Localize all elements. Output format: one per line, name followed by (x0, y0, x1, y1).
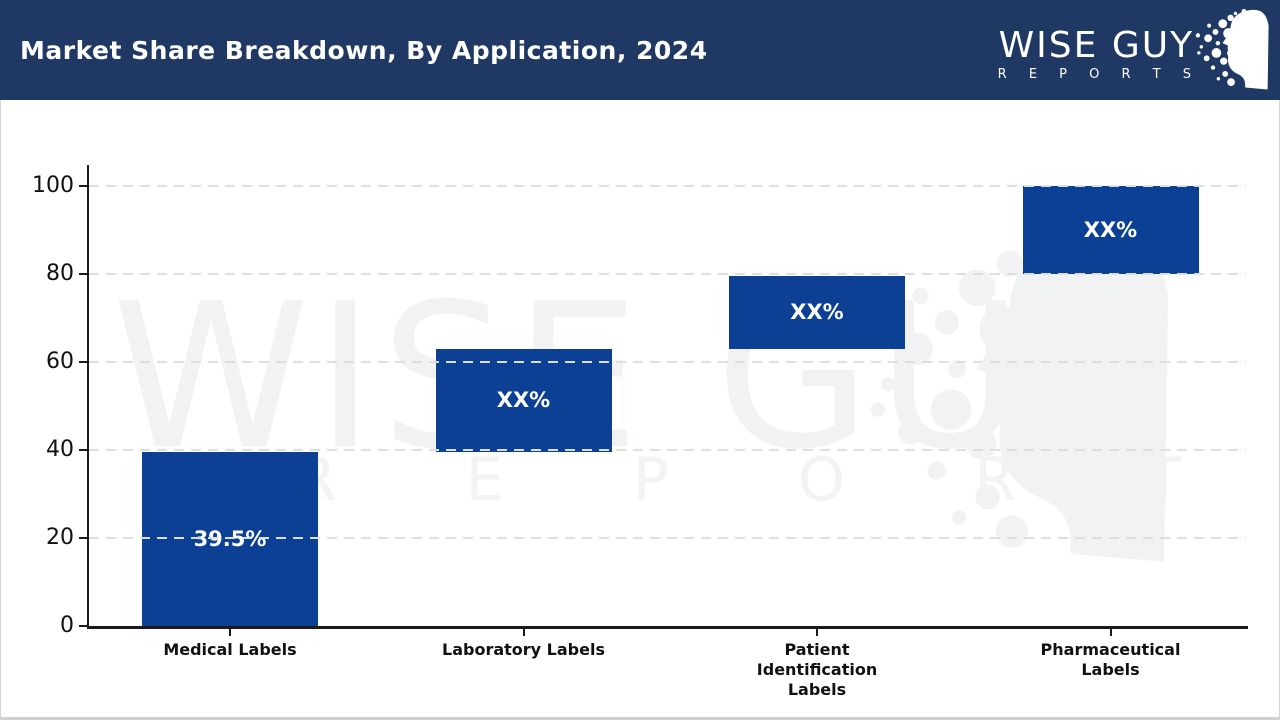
bar-value-label: XX% (790, 300, 844, 325)
bar-value-label: XX% (496, 388, 551, 413)
x-category-label: Medical Labels (163, 640, 297, 659)
brand-name: WISE GUY (998, 25, 1195, 67)
y-axis-tick (79, 449, 87, 451)
brand-logo: WISE GUY R E P O R T S (993, 4, 1272, 96)
y-axis-tick (79, 625, 87, 627)
bar-laboratory-labels: XX% (435, 348, 612, 453)
y-tick-label: 100 (32, 173, 74, 198)
x-axis-tick (522, 629, 525, 636)
brand-logo-text: WISE GUY R E P O R T S (993, 26, 1200, 82)
gridline (89, 185, 1246, 187)
x-category-label: Pharmaceutical Labels (1040, 640, 1181, 679)
x-axis-tick (229, 629, 231, 636)
x-axis-tick (816, 629, 818, 636)
page-title: Market Share Breakdown, By Application, … (20, 35, 708, 65)
y-tick-label: 40 (46, 437, 74, 462)
header-bar: Market Share Breakdown, By Application, … (0, 0, 1280, 100)
brand-subtitle: R E P O R T S (997, 66, 1200, 82)
y-axis-tick (79, 361, 87, 363)
y-tick-label: 60 (46, 349, 74, 374)
gridline (89, 273, 1246, 275)
y-tick-label: 0 (60, 613, 74, 638)
gridline (89, 361, 1246, 363)
bar-patient-identification-labels: XX% (729, 276, 905, 349)
gridline (89, 449, 1246, 451)
bar-medical-labels: 39.5% (142, 452, 318, 626)
brand-head-icon (1195, 9, 1269, 90)
y-axis-tick (79, 273, 87, 275)
y-tick-label: 80 (46, 261, 74, 286)
x-axis-line (87, 626, 1248, 629)
y-axis-tick (79, 537, 87, 539)
bar-value-label: 39.5% (193, 527, 267, 552)
x-axis-tick (1109, 629, 1112, 636)
y-axis-tick (79, 185, 87, 187)
x-category-label: Patient Identification Labels (756, 640, 878, 699)
gridline (89, 537, 1246, 539)
bar-value-label: XX% (1083, 218, 1138, 242)
bar-pharmaceutical-labels: XX% (1022, 186, 1199, 274)
y-axis-line (87, 165, 89, 628)
y-tick-label: 20 (46, 525, 74, 550)
x-category-label: Laboratory Labels (442, 640, 605, 659)
